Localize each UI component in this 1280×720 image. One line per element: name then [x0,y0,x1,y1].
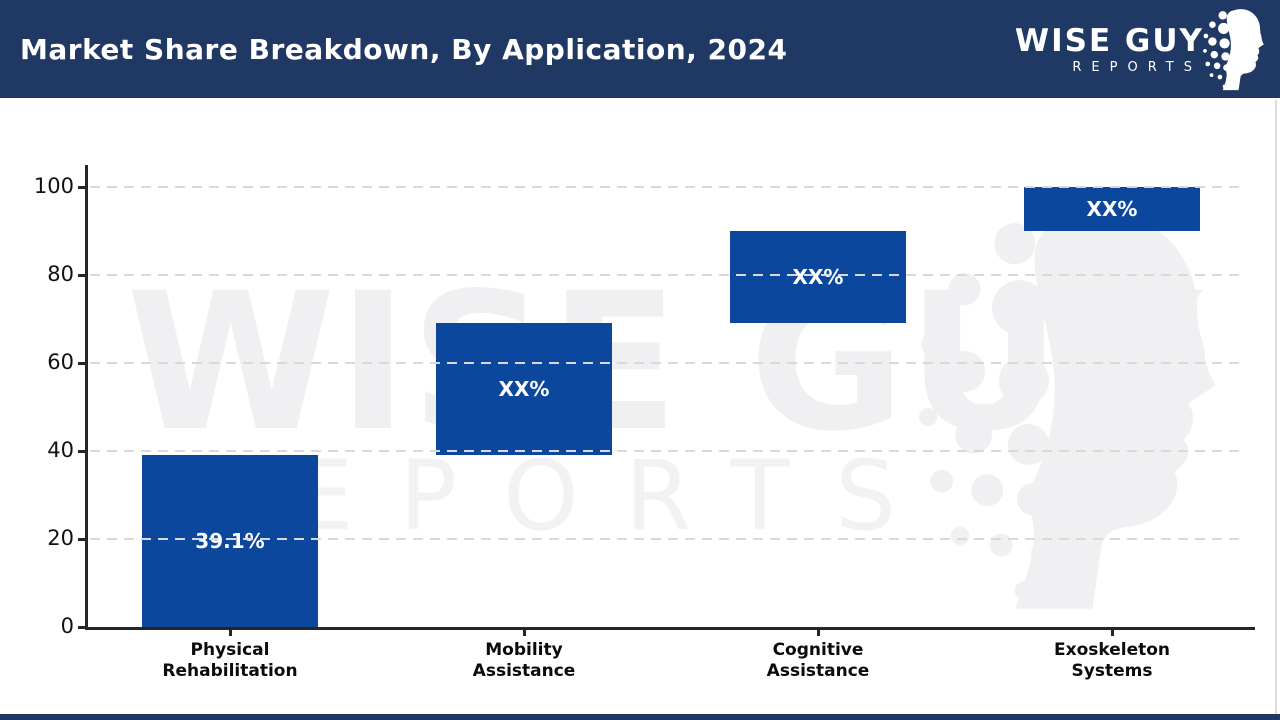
x-category-label: Exoskeleton Systems [992,640,1232,682]
x-category-label-line: Assistance [472,661,576,681]
y-tick-label: 20 [47,526,74,550]
x-tick-mark [229,627,232,636]
brand-name: WISE GUY [1014,22,1204,59]
y-tick-label: 100 [33,174,74,198]
x-category-label-line: Assistance [766,661,870,681]
footer-strip [0,714,1280,720]
brand-head-icon [1203,9,1264,91]
y-tick-label: 40 [47,438,74,462]
x-category-label-line: Cognitive [772,640,864,660]
x-tick-mark [1111,627,1114,636]
watermark-head-icon [918,213,1216,609]
bar-segment: XX% [1024,187,1200,231]
bar-value-label: XX% [1086,196,1138,221]
y-tick-mark [78,626,87,629]
plot-right-border [1275,100,1277,714]
y-tick-label: 60 [47,350,74,374]
brand-logo-text: WISE GUY REPORTS [1015,24,1204,75]
y-tick-mark [78,186,87,189]
bar-value-label: XX% [498,376,550,401]
x-category-label: Mobility Assistance [404,640,644,682]
y-tick-label: 0 [60,614,74,638]
x-category-label: Physical Rehabilitation [110,640,350,682]
y-tick-label: 80 [47,262,74,286]
brand-logo: WISE GUY REPORTS [1015,6,1266,92]
bar-value-label: 39.1% [195,528,265,553]
y-tick-mark [78,274,87,277]
x-category-label: Cognitive Assistance [698,640,938,682]
x-category-label-line: Rehabilitation [162,661,298,681]
brand-subname: REPORTS [1072,59,1202,75]
x-tick-mark [523,627,526,636]
y-tick-mark [78,538,87,541]
bar-value-label: XX% [792,264,844,289]
x-category-label-line: Systems [1071,661,1153,681]
y-tick-mark [78,362,87,365]
gridline [90,538,1245,540]
x-category-label-line: Exoskeleton [1053,640,1171,660]
header: Market Share Breakdown, By Application, … [0,0,1280,98]
bar-segment: 39.1% [142,454,318,627]
gridline [90,362,1245,364]
chart-title: Market Share Breakdown, By Application, … [20,32,788,66]
x-category-label-line: Mobility [485,640,563,660]
y-axis-line [85,165,88,630]
y-tick-mark [78,450,87,453]
x-category-label-line: Physical [190,640,270,660]
gridline [90,274,1245,276]
x-axis-line [85,627,1255,630]
bar-segment: XX% [436,322,612,455]
bar-segment: XX% [730,230,906,323]
gridline [90,450,1245,452]
x-tick-mark [817,627,820,636]
gridline [90,186,1245,188]
